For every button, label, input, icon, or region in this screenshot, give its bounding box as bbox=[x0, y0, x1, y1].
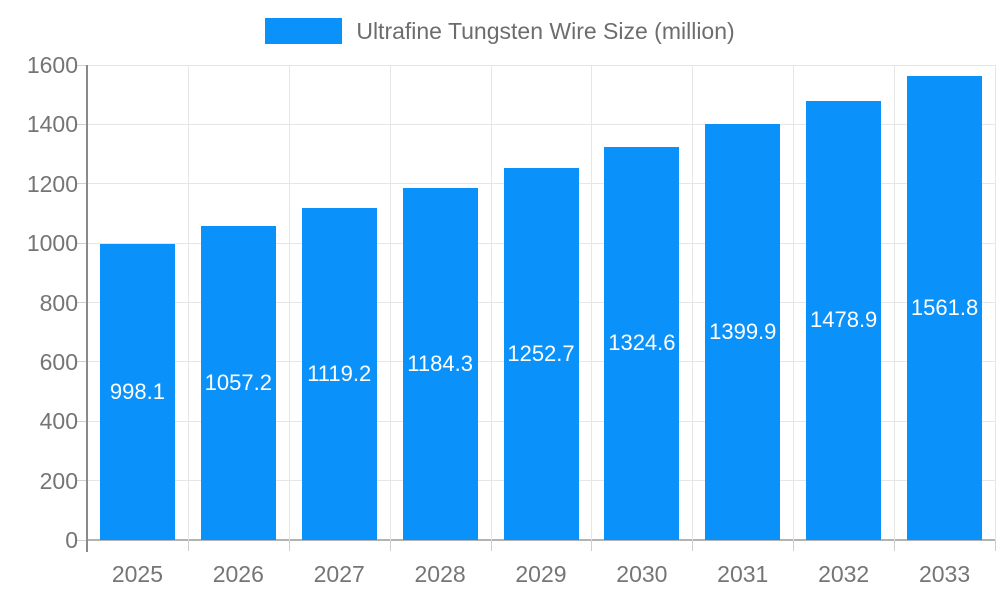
x-gridline bbox=[389, 65, 391, 540]
x-axis-category-label: 2032 bbox=[818, 561, 870, 587]
x-axis-line bbox=[86, 539, 995, 541]
x-gridline bbox=[187, 65, 189, 540]
x-axis-category-label: 2033 bbox=[918, 561, 971, 587]
y-gridline bbox=[87, 64, 995, 66]
bar-value-label: 1184.3 bbox=[407, 351, 473, 377]
y-axis-tick-label: 600 bbox=[39, 348, 78, 375]
y-axis-tick bbox=[76, 480, 87, 482]
bar-2025[interactable]: 998.1 bbox=[99, 243, 175, 540]
y-axis-tick bbox=[76, 183, 87, 185]
y-axis-tick bbox=[76, 242, 87, 244]
bar-2029[interactable]: 1252.7 bbox=[503, 168, 579, 540]
x-axis-tick bbox=[793, 540, 795, 551]
bar-2027[interactable]: 1119.2 bbox=[301, 207, 377, 540]
bar-2032[interactable]: 1478.9 bbox=[806, 100, 882, 540]
x-gridline bbox=[793, 65, 795, 540]
y-axis-line bbox=[86, 65, 88, 552]
x-gridline bbox=[894, 65, 896, 540]
bar-value-label: 1561.8 bbox=[910, 295, 979, 321]
bar-value-label: 1399.9 bbox=[709, 319, 777, 345]
bar-value-label: 1119.2 bbox=[307, 360, 372, 386]
bar-value-label: 998.1 bbox=[109, 378, 165, 404]
y-axis-tick-label: 0 bbox=[65, 527, 78, 553]
x-axis-tick bbox=[490, 540, 492, 551]
y-axis-tick-label: 1000 bbox=[26, 230, 78, 257]
bar-2028[interactable]: 1184.3 bbox=[402, 188, 478, 540]
x-axis-category-label: 2025 bbox=[111, 561, 164, 587]
bar-2033[interactable]: 1561.8 bbox=[907, 76, 983, 540]
bar-value-label: 1324.6 bbox=[608, 330, 676, 356]
y-axis-tick-label: 800 bbox=[39, 289, 78, 316]
y-axis-tick-label: 400 bbox=[39, 408, 78, 435]
y-axis-tick-label: 1200 bbox=[26, 170, 78, 197]
x-gridline bbox=[692, 65, 694, 540]
x-axis-tick bbox=[187, 540, 189, 551]
bar-2031[interactable]: 1399.9 bbox=[705, 124, 781, 540]
x-axis-tick bbox=[995, 540, 996, 551]
y-axis-tick-label: 1400 bbox=[26, 111, 78, 138]
bar-value-label: 1478.9 bbox=[810, 307, 878, 333]
x-axis-category-label: 2031 bbox=[717, 561, 769, 587]
x-gridline bbox=[995, 65, 996, 540]
y-axis-tick bbox=[76, 302, 87, 303]
x-gridline bbox=[490, 65, 492, 540]
y-axis-tick bbox=[76, 420, 87, 422]
x-axis-category-label: 2026 bbox=[212, 561, 264, 587]
y-axis-tick-label: 1600 bbox=[26, 52, 78, 78]
legend-swatch bbox=[265, 18, 343, 44]
legend[interactable]: Ultrafine Tungsten Wire Size (million) bbox=[0, 18, 1000, 44]
x-axis-category-label: 2027 bbox=[313, 561, 365, 587]
x-axis-tick bbox=[591, 540, 593, 551]
x-gridline bbox=[591, 65, 593, 540]
x-gridline bbox=[288, 65, 290, 540]
x-axis-category-label: 2030 bbox=[616, 561, 668, 587]
legend-label: Ultrafine Tungsten Wire Size (million) bbox=[356, 18, 735, 44]
y-axis-tick-label: 200 bbox=[39, 467, 78, 494]
y-gridline bbox=[87, 123, 995, 125]
bar-2026[interactable]: 1057.2 bbox=[200, 226, 276, 540]
bar-value-label: 1057.2 bbox=[204, 370, 272, 396]
y-axis-tick bbox=[76, 64, 87, 66]
x-axis-tick bbox=[389, 540, 391, 551]
bar-value-label: 1252.7 bbox=[507, 341, 575, 367]
y-axis-tick bbox=[76, 539, 87, 541]
x-axis-tick bbox=[692, 540, 694, 551]
y-axis-tick bbox=[76, 361, 87, 363]
y-axis-tick bbox=[76, 123, 87, 125]
x-axis-category-label: 2029 bbox=[515, 561, 567, 587]
x-axis-tick bbox=[288, 540, 290, 551]
x-axis-tick bbox=[894, 540, 896, 551]
bar-2030[interactable]: 1324.6 bbox=[604, 146, 680, 540]
x-axis-category-label: 2028 bbox=[414, 561, 466, 587]
